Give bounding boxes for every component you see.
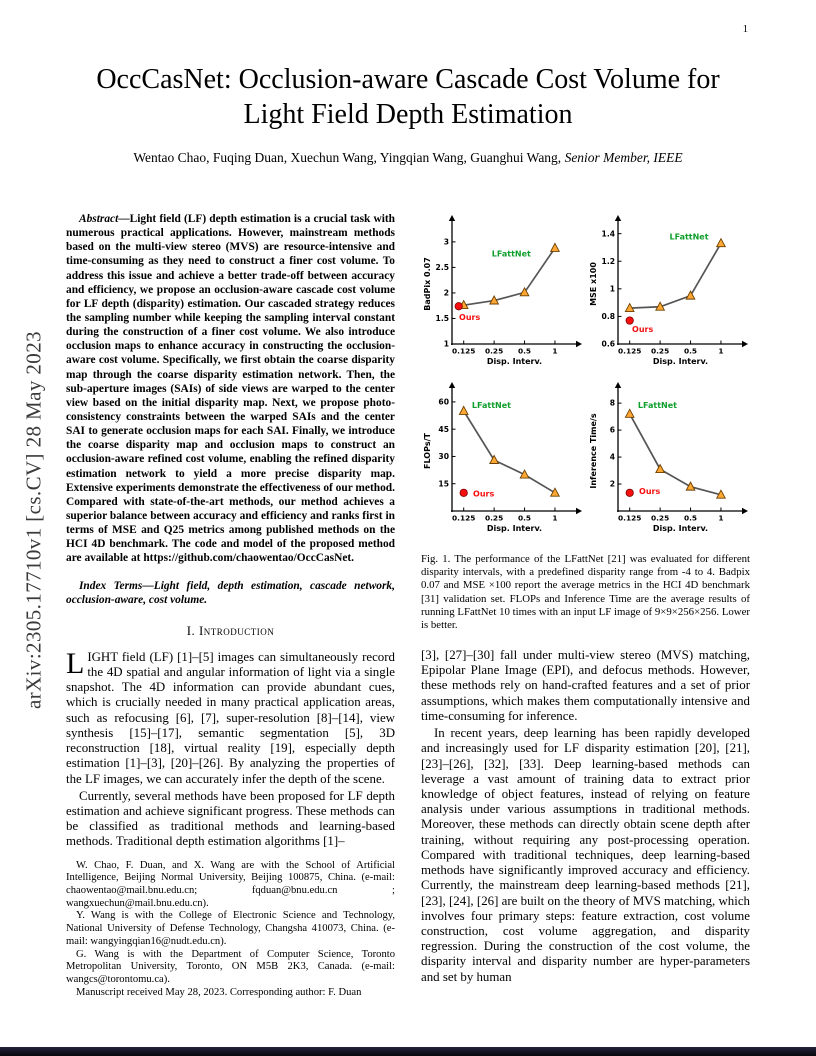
svg-text:Disp. Interv.: Disp. Interv.: [487, 524, 542, 533]
footnote: G. Wang is with the Department of Comput…: [66, 948, 395, 985]
svg-text:LFattNet: LFattNet: [638, 401, 677, 410]
svg-text:Ours: Ours: [632, 325, 653, 334]
svg-text:MSE x100: MSE x100: [589, 262, 598, 306]
figure-1-caption-text: The performance of the LFattNet [21] was…: [421, 553, 751, 631]
github-link[interactable]: https://github.com/chaowentao/OccCasNet.: [143, 552, 355, 565]
svg-text:30: 30: [438, 452, 449, 461]
svg-text:0.25: 0.25: [651, 514, 669, 523]
svg-text:6: 6: [610, 426, 615, 435]
svg-text:Inference Time/s: Inference Time/s: [589, 413, 598, 488]
chart-inference-time: 2 4 6 8 0.125 0.25 0.5 1 Disp. Interv. Inference …: [589, 382, 748, 533]
svg-text:LFattNet: LFattNet: [472, 401, 511, 410]
svg-text:0.5: 0.5: [518, 514, 531, 523]
page-number: 1: [742, 24, 748, 35]
two-column-layout: Abstract—Light field (LF) depth estimati…: [66, 212, 750, 999]
svg-text:1: 1: [552, 347, 557, 356]
svg-text:0.5: 0.5: [518, 347, 531, 356]
svg-text:0.125: 0.125: [618, 347, 641, 356]
right-column: 1 1.5 2 2.5 3 0.125 0.25 0.5 1 Disp. Interv. BadPi…: [421, 212, 750, 999]
figure-1: 1 1.5 2 2.5 3 0.125 0.25 0.5 1 Disp. Interv. BadPi…: [421, 212, 750, 632]
index-terms-label: Index Terms: [79, 579, 143, 592]
svg-text:15: 15: [438, 479, 449, 488]
viewer-bottom-bar: [0, 1047, 816, 1056]
svg-text:1: 1: [718, 347, 723, 356]
figure-1-caption: Fig. 1. The performance of the LFattNet …: [421, 553, 750, 632]
figure-1-caption-label: Fig. 1.: [421, 553, 451, 565]
svg-text:1.5: 1.5: [436, 314, 449, 323]
author-names: Wentao Chao, Fuqing Duan, Xuechun Wang, …: [133, 150, 562, 165]
chart-mse: 0.6 0.8 1 1.2 1.4 0.125 0.25 0.5 1 Disp. Interv. M…: [589, 215, 748, 366]
section-heading-introduction: I. Introduction: [186, 623, 275, 638]
svg-text:1.2: 1.2: [602, 257, 615, 266]
chart-badpix: 1 1.5 2 2.5 3 0.125 0.25 0.5 1 Disp. Interv. BadPi…: [423, 215, 582, 366]
svg-text:45: 45: [438, 425, 449, 434]
svg-text:0.6: 0.6: [602, 340, 615, 349]
paper-content: OccCasNet: Occlusion-aware Cascade Cost …: [66, 62, 750, 999]
index-terms: Index Terms—Light field, depth estimatio…: [66, 579, 395, 607]
intro-paragraph-2: Currently, several methods have been pro…: [66, 788, 395, 849]
svg-text:Ours: Ours: [639, 487, 660, 496]
dropcap: L: [66, 646, 85, 680]
svg-text:0.25: 0.25: [651, 347, 669, 356]
svg-text:1: 1: [444, 340, 449, 349]
svg-text:8: 8: [610, 399, 615, 408]
svg-text:Ours: Ours: [473, 490, 494, 499]
abstract-text: —Light field (LF) depth estimation is a …: [66, 213, 395, 565]
svg-text:0.125: 0.125: [452, 514, 475, 523]
left-column: Abstract—Light field (LF) depth estimati…: [66, 212, 395, 999]
authors-line: Wentao Chao, Fuqing Duan, Xuechun Wang, …: [66, 150, 750, 166]
intro-paragraph-1: L IGHT field (LF) [1]–[5] images can simu…: [66, 646, 395, 787]
svg-text:LFattNet: LFattNet: [492, 249, 531, 258]
svg-text:2.5: 2.5: [436, 263, 449, 272]
svg-text:0.25: 0.25: [485, 347, 503, 356]
svg-text:1: 1: [610, 284, 615, 293]
abstract-label: Abstract: [79, 213, 119, 225]
footnotes-block: W. Chao, F. Duan, and X. Wang are with t…: [66, 860, 395, 1000]
svg-text:FLOPs/T: FLOPs/T: [423, 432, 432, 468]
svg-text:1.4: 1.4: [602, 229, 615, 238]
svg-text:4: 4: [610, 453, 615, 462]
footnote: W. Chao, F. Duan, and X. Wang are with t…: [66, 859, 395, 909]
svg-text:1: 1: [718, 514, 723, 523]
svg-text:0.125: 0.125: [452, 347, 475, 356]
svg-text:BadPix 0.07: BadPix 0.07: [423, 257, 432, 311]
svg-text:Ours: Ours: [459, 313, 480, 322]
abstract: Abstract—Light field (LF) depth estimati…: [66, 212, 395, 566]
arxiv-watermark: arXiv:2305.17710v1 [cs.CV] 28 May 2023: [21, 331, 46, 709]
intro-paragraph-1-text: IGHT field (LF) [1]–[5] images can simul…: [66, 649, 395, 786]
svg-text:0.125: 0.125: [618, 514, 641, 523]
svg-text:0.5: 0.5: [684, 514, 697, 523]
chart-flops: 15 30 45 60 0.125 0.25 0.5 1 Disp. Interv. FLOPs/…: [423, 382, 582, 533]
footnote: Y. Wang is with the College of Electroni…: [66, 910, 395, 947]
index-terms-text: —Light field, depth estimation, cascade …: [66, 579, 395, 606]
svg-text:2: 2: [444, 289, 449, 298]
right-paragraph-1: [3], [27]–[30] fall under multi-view ste…: [421, 648, 750, 723]
svg-text:3: 3: [444, 237, 449, 246]
svg-text:LFattNet: LFattNet: [669, 233, 708, 242]
svg-text:Disp. Interv.: Disp. Interv.: [653, 524, 708, 533]
paper-title: OccCasNet: Occlusion-aware Cascade Cost …: [96, 64, 720, 130]
svg-text:60: 60: [438, 398, 449, 407]
right-paragraph-2: In recent years, deep learning has been …: [421, 726, 750, 984]
footnote: Manuscript received May 28, 2023. Corres…: [76, 986, 362, 998]
svg-text:0.8: 0.8: [602, 312, 615, 321]
svg-text:0.25: 0.25: [485, 514, 503, 523]
author-membership: Senior Member, IEEE: [561, 150, 683, 165]
svg-text:Disp. Interv.: Disp. Interv.: [653, 357, 708, 366]
svg-text:1: 1: [552, 514, 557, 523]
svg-text:0.5: 0.5: [684, 347, 697, 356]
svg-text:2: 2: [610, 480, 615, 489]
figure-1-charts: 1 1.5 2 2.5 3 0.125 0.25 0.5 1 Disp. Interv. BadPi…: [421, 212, 751, 543]
svg-text:Disp. Interv.: Disp. Interv.: [487, 357, 542, 366]
